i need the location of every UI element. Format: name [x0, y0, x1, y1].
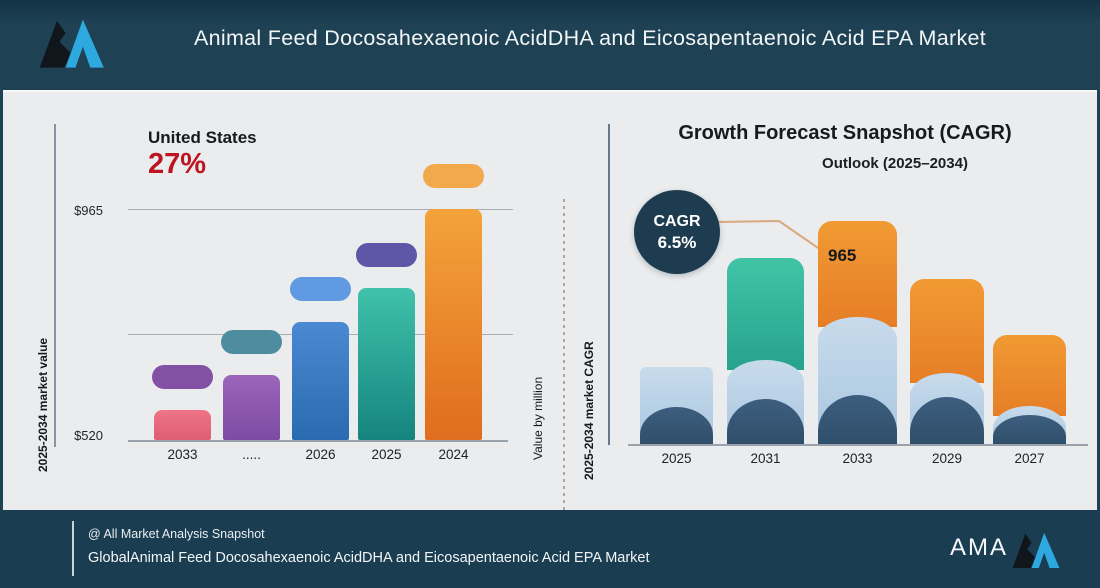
footer-brand-text: AMA [950, 534, 1009, 561]
x-label-2033: 2033 [842, 451, 873, 466]
footer-snapshot-label: @ All Market Analysis Snapshot [88, 527, 265, 541]
stacked-bar-2027 [993, 335, 1066, 444]
x-label-2024: 2024 [438, 447, 469, 462]
segment-dome-2025 [640, 407, 713, 444]
y-tick-520: $520 [74, 428, 103, 443]
page-title: Animal Feed Docosahexaenoic AcidDHA and … [193, 26, 987, 50]
segment-accent-2029 [910, 279, 984, 383]
value-by-million-label: Value by million [531, 376, 545, 460]
segment-accent-2027 [993, 335, 1066, 416]
value-annotation: 965 [828, 246, 857, 265]
section-divider [563, 199, 565, 580]
bar-2025 [358, 288, 415, 440]
x-label-2025: 2025 [661, 451, 692, 466]
segment-accent-2031 [727, 258, 804, 370]
bar-2033 [154, 410, 211, 440]
bar-2026 [292, 322, 349, 440]
bar-cap-2024 [423, 164, 484, 188]
cagr-badge-value: 6.5% [657, 232, 697, 252]
right-x-axis [628, 444, 1088, 446]
bar-cap-..... [221, 330, 282, 354]
stacked-bar-2025 [640, 367, 713, 444]
x-label-2025: 2025 [371, 447, 402, 462]
footer-ama-logo-icon [1012, 532, 1060, 568]
cagr-badge: CAGR 6.5% [634, 190, 720, 274]
bar-cap-2026 [290, 277, 351, 301]
bar-..... [223, 375, 280, 440]
x-label-.....: ..... [242, 447, 261, 462]
cagr-chart: Growth Forecast Snapshot (CAGR) Outlook … [560, 92, 1097, 512]
x-label-2031: 2031 [750, 451, 781, 466]
left-bars: 2033..... 2026 2025 2024 [3, 92, 560, 512]
bar-cap-2025 [356, 243, 417, 267]
footer: @ All Market Analysis Snapshot GlobalAni… [0, 510, 1100, 588]
left-x-axis [128, 440, 508, 442]
ama-logo-icon [39, 19, 104, 68]
stacked-bar-2029 [910, 279, 984, 444]
market-value-chart: 2025-2034 market value $965 $520 United … [3, 92, 560, 512]
right-chart-subtitle: Outlook (2025–2034) [822, 155, 968, 172]
bar-cap-2033 [152, 365, 213, 389]
right-chart-title: Growth Forecast Snapshot (CAGR) [678, 122, 1012, 144]
x-label-2033: 2033 [167, 447, 198, 462]
cagr-badge-label: CAGR [653, 212, 701, 230]
right-bars: 2025 2031 2033 2029 2027 [560, 92, 1097, 512]
header: Animal Feed Docosahexaenoic AcidDHA and … [0, 0, 1100, 90]
segment-accent-2033 [818, 221, 897, 327]
left-y-axis [54, 124, 56, 447]
region-label: United States [148, 128, 257, 147]
gridline-965 [128, 209, 513, 210]
content-panel: 2025-2034 market value $965 $520 United … [3, 90, 1097, 580]
highlight-percent: 27% [148, 148, 207, 180]
stacked-bar-2033 [818, 221, 897, 444]
x-label-2029: 2029 [931, 451, 963, 466]
stacked-bar-2031 [727, 258, 804, 444]
segment-dome-2027 [993, 415, 1066, 444]
bar-2024 [425, 209, 482, 440]
right-y-axis [608, 124, 610, 445]
x-label-2026: 2026 [305, 447, 336, 462]
footer-accent-line [72, 521, 74, 576]
footer-market-label: GlobalAnimal Feed Docosahexaenoic AcidDH… [88, 550, 650, 566]
x-label-2027: 2027 [1014, 451, 1045, 466]
y-tick-965: $965 [74, 203, 103, 218]
